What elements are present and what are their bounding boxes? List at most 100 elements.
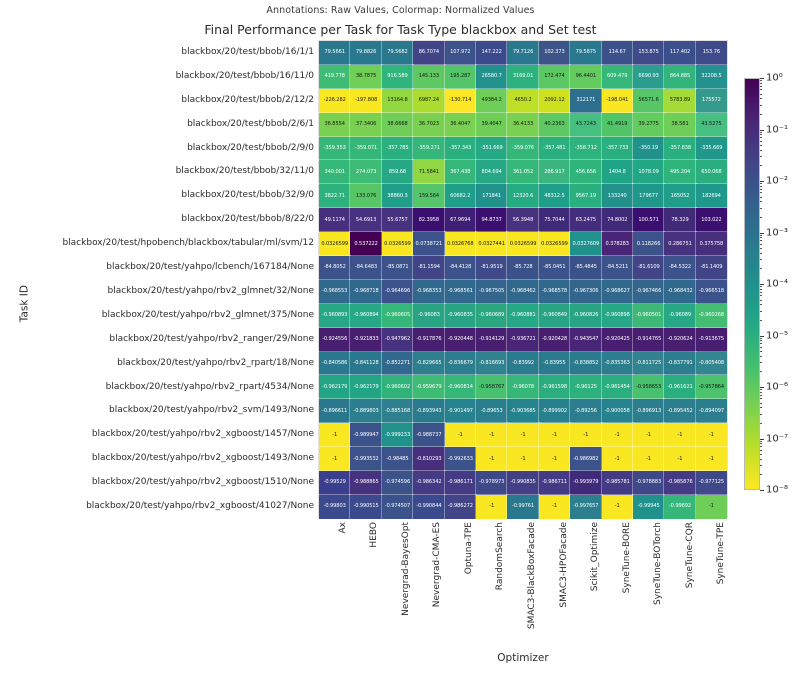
heatmap-cell[interactable]: -0.960605 xyxy=(381,303,414,329)
heatmap-cell[interactable]: 3822.71 xyxy=(318,183,351,209)
heatmap-cell[interactable]: 102.373 xyxy=(538,40,571,66)
heatmap-cell[interactable]: -0.964696 xyxy=(381,279,414,305)
heatmap-cell[interactable]: 5783.89 xyxy=(663,88,697,114)
heatmap-cell[interactable]: -357.343 xyxy=(443,135,477,162)
heatmap-cell[interactable]: -0.99945 xyxy=(632,494,665,520)
heatmap-cell[interactable]: 63.2475 xyxy=(569,207,603,233)
heatmap-cell[interactable]: -0.837791 xyxy=(663,350,697,377)
heatmap-cell[interactable]: -0.960898 xyxy=(600,303,634,329)
heatmap-cell[interactable]: -0.962179 xyxy=(349,374,383,400)
heatmap-cell[interactable]: 48312.5 xyxy=(538,183,571,209)
heatmap-cell[interactable]: -0.967505 xyxy=(475,279,508,305)
heatmap-cell[interactable]: -0.988737 xyxy=(412,422,446,448)
heatmap-cell[interactable]: 153.875 xyxy=(632,40,665,66)
heatmap-cell[interactable]: -1 xyxy=(663,446,697,472)
heatmap-cell[interactable]: 0.0326768 xyxy=(443,231,477,257)
heatmap-cell[interactable]: -359.071 xyxy=(349,135,383,162)
heatmap-cell[interactable]: 195.287 xyxy=(443,64,477,90)
heatmap-cell[interactable]: 145.133 xyxy=(412,64,446,90)
heatmap-cell[interactable]: 12320.6 xyxy=(506,183,540,209)
heatmap-cell[interactable]: -357.481 xyxy=(538,135,571,162)
heatmap-cell[interactable]: -0.810293 xyxy=(412,446,446,472)
heatmap-cell[interactable]: -85.0871 xyxy=(381,255,414,281)
heatmap-cell[interactable]: 107.972 xyxy=(443,40,477,66)
heatmap-cell[interactable]: 0.378283 xyxy=(600,231,634,257)
heatmap-cell[interactable]: -0.989947 xyxy=(349,422,383,448)
heatmap-cell[interactable]: 79.5682 xyxy=(381,40,414,66)
heatmap-cell[interactable]: 75.7044 xyxy=(538,207,571,233)
heatmap-cell[interactable]: -0.98485 xyxy=(381,446,414,472)
heatmap-cell[interactable]: -0.974596 xyxy=(381,470,414,496)
heatmap-cell[interactable]: -0.99529 xyxy=(318,470,351,496)
heatmap-cell[interactable]: 41.4919 xyxy=(600,112,634,138)
heatmap-cell[interactable]: 117.402 xyxy=(663,40,697,66)
heatmap-cell[interactable]: -198.041 xyxy=(600,88,634,114)
heatmap-cell[interactable]: 165052 xyxy=(663,183,697,209)
heatmap-cell[interactable]: 36.4133 xyxy=(506,112,540,138)
heatmap-cell[interactable]: 96.4401 xyxy=(569,64,603,90)
heatmap-cell[interactable]: -0.96089 xyxy=(663,303,697,329)
heatmap-cell[interactable]: -84.5211 xyxy=(600,255,634,281)
heatmap-cell[interactable]: 0.0326599 xyxy=(506,231,540,257)
heatmap-cell[interactable]: -0.968462 xyxy=(506,279,540,305)
heatmap-cell[interactable]: -0.894097 xyxy=(695,398,728,424)
heatmap-cell[interactable]: -0.841128 xyxy=(349,350,383,377)
heatmap-cell[interactable]: 286.917 xyxy=(538,159,571,185)
heatmap-cell[interactable]: -0.805408 xyxy=(695,350,728,377)
heatmap-cell[interactable]: 79.5875 xyxy=(569,40,603,66)
heatmap-cell[interactable]: -0.960894 xyxy=(349,303,383,329)
heatmap-cell[interactable]: 153.76 xyxy=(695,40,728,66)
heatmap-cell[interactable]: 1404.8 xyxy=(600,159,634,185)
heatmap-cell[interactable]: -226.282 xyxy=(318,88,351,114)
heatmap-cell[interactable]: 864.885 xyxy=(663,64,697,90)
heatmap-cell[interactable]: -0.960689 xyxy=(475,303,508,329)
heatmap-cell[interactable]: 0.118266 xyxy=(632,231,665,257)
heatmap-cell[interactable]: 175572 xyxy=(695,88,728,114)
heatmap-cell[interactable]: 36.8554 xyxy=(318,112,351,138)
heatmap-cell[interactable]: -357.733 xyxy=(600,135,634,162)
heatmap-cell[interactable]: 340.001 xyxy=(318,159,351,185)
heatmap-cell[interactable]: 159.564 xyxy=(412,183,446,209)
heatmap-cell[interactable]: -130.714 xyxy=(443,88,477,114)
heatmap-cell[interactable]: -1 xyxy=(506,422,540,448)
heatmap-cell[interactable]: -1 xyxy=(475,446,508,472)
heatmap-cell[interactable]: -0.978973 xyxy=(475,470,508,496)
heatmap-cell[interactable]: -0.978883 xyxy=(632,470,665,496)
heatmap-cell[interactable]: -1 xyxy=(600,422,634,448)
heatmap-cell[interactable]: -0.968561 xyxy=(443,279,477,305)
heatmap-cell[interactable]: -1 xyxy=(318,446,351,472)
heatmap-cell[interactable]: -0.960268 xyxy=(695,303,728,329)
heatmap-cell[interactable]: -357.785 xyxy=(381,135,414,162)
heatmap-cell[interactable]: -0.968578 xyxy=(538,279,571,305)
heatmap-cell[interactable]: -1 xyxy=(318,422,351,448)
heatmap-cell[interactable]: 133240 xyxy=(600,183,634,209)
heatmap-cell[interactable]: -84.8052 xyxy=(318,255,351,281)
heatmap-cell[interactable]: -0.968353 xyxy=(412,279,446,305)
heatmap-cell[interactable]: -0.913675 xyxy=(695,327,728,353)
heatmap-cell[interactable]: 103.022 xyxy=(695,207,728,233)
heatmap-cell[interactable]: -0.840586 xyxy=(318,350,351,377)
heatmap-cell[interactable]: -0.990515 xyxy=(349,494,383,520)
heatmap-cell[interactable]: 43.7243 xyxy=(569,112,603,138)
heatmap-cell[interactable]: -0.96078 xyxy=(506,374,540,400)
heatmap-cell[interactable]: -0.921833 xyxy=(349,327,383,353)
heatmap-cell[interactable]: -0.960826 xyxy=(569,303,603,329)
heatmap-cell[interactable]: 79.8826 xyxy=(349,40,383,66)
heatmap-cell[interactable]: -0.967466 xyxy=(632,279,665,305)
heatmap-cell[interactable]: -0.985781 xyxy=(600,470,634,496)
heatmap-cell[interactable]: -0.900058 xyxy=(600,398,634,424)
heatmap-cell[interactable]: 0.0327609 xyxy=(569,231,603,257)
heatmap-cell[interactable]: -0.974507 xyxy=(381,494,414,520)
heatmap-cell[interactable]: 171841 xyxy=(475,183,508,209)
heatmap-cell[interactable]: 56.3948 xyxy=(506,207,540,233)
heatmap-cell[interactable]: 367.438 xyxy=(443,159,477,185)
heatmap-cell[interactable]: -0.968718 xyxy=(349,279,383,305)
heatmap-cell[interactable]: -0.986982 xyxy=(569,446,603,472)
heatmap-cell[interactable]: 609.479 xyxy=(600,64,634,90)
heatmap-cell[interactable]: 114.67 xyxy=(600,40,634,66)
heatmap-cell[interactable]: -0.985876 xyxy=(663,470,697,496)
heatmap-cell[interactable]: -0.889803 xyxy=(349,398,383,424)
heatmap-cell[interactable]: 82.3958 xyxy=(412,207,446,233)
heatmap-cell[interactable]: -335.669 xyxy=(695,135,728,162)
heatmap-cell[interactable]: 6690.93 xyxy=(632,64,665,90)
